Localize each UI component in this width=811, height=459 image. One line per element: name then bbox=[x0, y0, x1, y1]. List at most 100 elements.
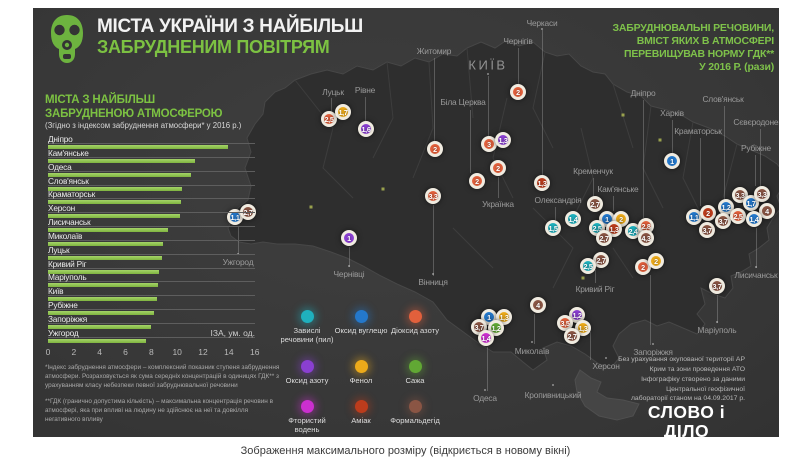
leader-line bbox=[593, 178, 594, 196]
pollution-dot: 1 bbox=[341, 230, 357, 246]
bar-row: Рубіжне bbox=[48, 301, 255, 316]
pollution-dot: 1,3 bbox=[534, 175, 550, 191]
pollution-dot: 2,5 bbox=[580, 258, 596, 274]
bar-label: Дніпро bbox=[48, 135, 255, 144]
map-city-label: Вінниця bbox=[418, 277, 448, 287]
legend-item: Формальдегід bbox=[388, 398, 442, 437]
bar-label: Кам'янське bbox=[48, 149, 255, 158]
pollution-dot: 2 bbox=[510, 84, 526, 100]
bar-row: Кам'янське bbox=[48, 149, 255, 163]
map-city-label: Черкаси bbox=[526, 18, 558, 28]
bar-label: Кривий Ріг bbox=[48, 259, 255, 269]
footnote-1: *Індекс забруднення атмосфери – комплекс… bbox=[45, 364, 280, 389]
legend-label: Оксид азоту bbox=[285, 376, 329, 385]
infographic-canvas: Луцьк Рівне Житомир КИЇВ Чернігів Черкаси Біла… bbox=[33, 8, 779, 437]
leader-line bbox=[488, 76, 489, 136]
gas-mask-icon bbox=[51, 15, 83, 63]
right-note-line: ПЕРЕВИЩУВАВ НОРМУ ГДК** bbox=[623, 48, 774, 61]
city-marker bbox=[621, 113, 625, 117]
map-city-label: Рівне bbox=[354, 85, 376, 95]
bar-row: Кривий Ріг bbox=[48, 259, 255, 274]
map-city-label: Чернігів bbox=[503, 36, 533, 46]
right-note: ЗАБРУДНЮВАЛЬНІ РЕЧОВИНИ, ВМІСТ ЯКИХ В АТ… bbox=[613, 22, 775, 75]
footnotes: *Індекс забруднення атмосфери – комплекс… bbox=[45, 364, 283, 432]
city-marker bbox=[531, 341, 533, 343]
legend-dot bbox=[300, 400, 314, 413]
bar-label: Слов'янськ bbox=[48, 176, 255, 186]
city-marker bbox=[381, 187, 385, 191]
pollution-dot: 1,7 bbox=[743, 195, 759, 211]
x-axis: 0 2 4 6 8 10 12 14 16 bbox=[46, 347, 268, 359]
legend-dot bbox=[354, 360, 368, 373]
bar-label: Краматорськ bbox=[48, 190, 255, 200]
pollution-dot: 1,6 bbox=[358, 121, 374, 137]
leader-line bbox=[756, 228, 757, 268]
bar-row: Маріуполь bbox=[48, 273, 255, 288]
map-city-label: Біла Церква bbox=[440, 97, 486, 107]
pollution-dot: 1,1 bbox=[686, 209, 702, 225]
bar bbox=[48, 311, 154, 316]
leader-line bbox=[755, 155, 756, 186]
map-city-label: КИЇВ bbox=[468, 57, 508, 73]
leader-line bbox=[613, 196, 614, 211]
legend-item: Сажа bbox=[388, 358, 442, 398]
bar bbox=[48, 283, 158, 288]
leader-line bbox=[717, 295, 718, 323]
map-city-label: Запоріжжя bbox=[633, 347, 673, 357]
leader-line bbox=[434, 58, 435, 141]
bar-label: Рубіжне bbox=[48, 301, 255, 311]
bar-row: Запоріжжя bbox=[48, 315, 255, 329]
city-marker bbox=[487, 73, 489, 75]
legend-item: Оксид вуглецю bbox=[334, 308, 388, 358]
map-city-label: Українка bbox=[482, 199, 514, 209]
pollution-dot: 2,7 bbox=[596, 230, 612, 246]
bar bbox=[48, 214, 180, 219]
caption: Зображення максимального розміру (відкри… bbox=[0, 441, 811, 459]
bar bbox=[48, 172, 192, 177]
logo-text: СЛОВО і ДІЛО bbox=[647, 402, 726, 437]
bar bbox=[48, 241, 163, 246]
bar bbox=[48, 338, 147, 343]
leader-line bbox=[643, 100, 644, 218]
leader-lines-layer bbox=[33, 8, 779, 437]
bar-row: Миколаїв bbox=[48, 232, 255, 246]
source-line: лабораторії станом на 04.09.2017 р. bbox=[630, 395, 745, 403]
pollution-dot: 4 bbox=[530, 297, 546, 313]
city-marker bbox=[581, 276, 585, 280]
pollution-dot: 3,3 bbox=[754, 186, 770, 202]
bar bbox=[48, 297, 157, 302]
pollution-dot: 2,7 bbox=[564, 328, 580, 344]
pollution-dot: 1,4 bbox=[746, 211, 762, 227]
city-marker bbox=[605, 357, 607, 359]
oblast-borders bbox=[294, 47, 738, 289]
pollution-dot: 1,2 bbox=[488, 320, 504, 336]
page-title-line2: ЗАБРУДНЕНИМ ПОВІТРЯМ bbox=[97, 36, 330, 57]
legend-label: Фтористий водень bbox=[288, 416, 326, 434]
legend-dot bbox=[354, 400, 368, 413]
bar-row: Слов'янськ bbox=[48, 176, 255, 191]
x-axis-tick: 16 bbox=[249, 347, 260, 357]
leader-line bbox=[365, 97, 366, 121]
city-marker bbox=[755, 266, 757, 268]
x-axis-tick: 8 bbox=[148, 347, 154, 357]
map-city-label: Рубіжне bbox=[740, 143, 772, 153]
image-full-size-link[interactable]: Зображення максимального розміру (відкри… bbox=[240, 445, 571, 457]
leader-line bbox=[760, 129, 761, 188]
source-line: Центральної геофізичної bbox=[666, 385, 745, 393]
bar-row: Краматорськ bbox=[48, 190, 255, 205]
bar-label: Луцьк bbox=[48, 246, 255, 255]
leader-line bbox=[672, 120, 673, 153]
city-marker bbox=[484, 389, 486, 391]
page-title-line1: МІСТА УКРАЇНИ З НАЙБІЛЬШ bbox=[97, 16, 363, 37]
leader-line bbox=[590, 332, 591, 360]
bar bbox=[48, 200, 182, 205]
legend-item: Фтористий водень bbox=[280, 398, 334, 437]
leader-line bbox=[724, 106, 725, 199]
leader-line bbox=[534, 314, 535, 344]
map-city-label: Херсон bbox=[592, 361, 620, 371]
leader-line bbox=[487, 347, 488, 391]
footnote-2: **ГДК (гранично допустима кількість) – м… bbox=[45, 397, 274, 423]
bar-row: Київ bbox=[48, 287, 255, 302]
leader-line bbox=[555, 207, 556, 220]
bar bbox=[48, 158, 196, 163]
